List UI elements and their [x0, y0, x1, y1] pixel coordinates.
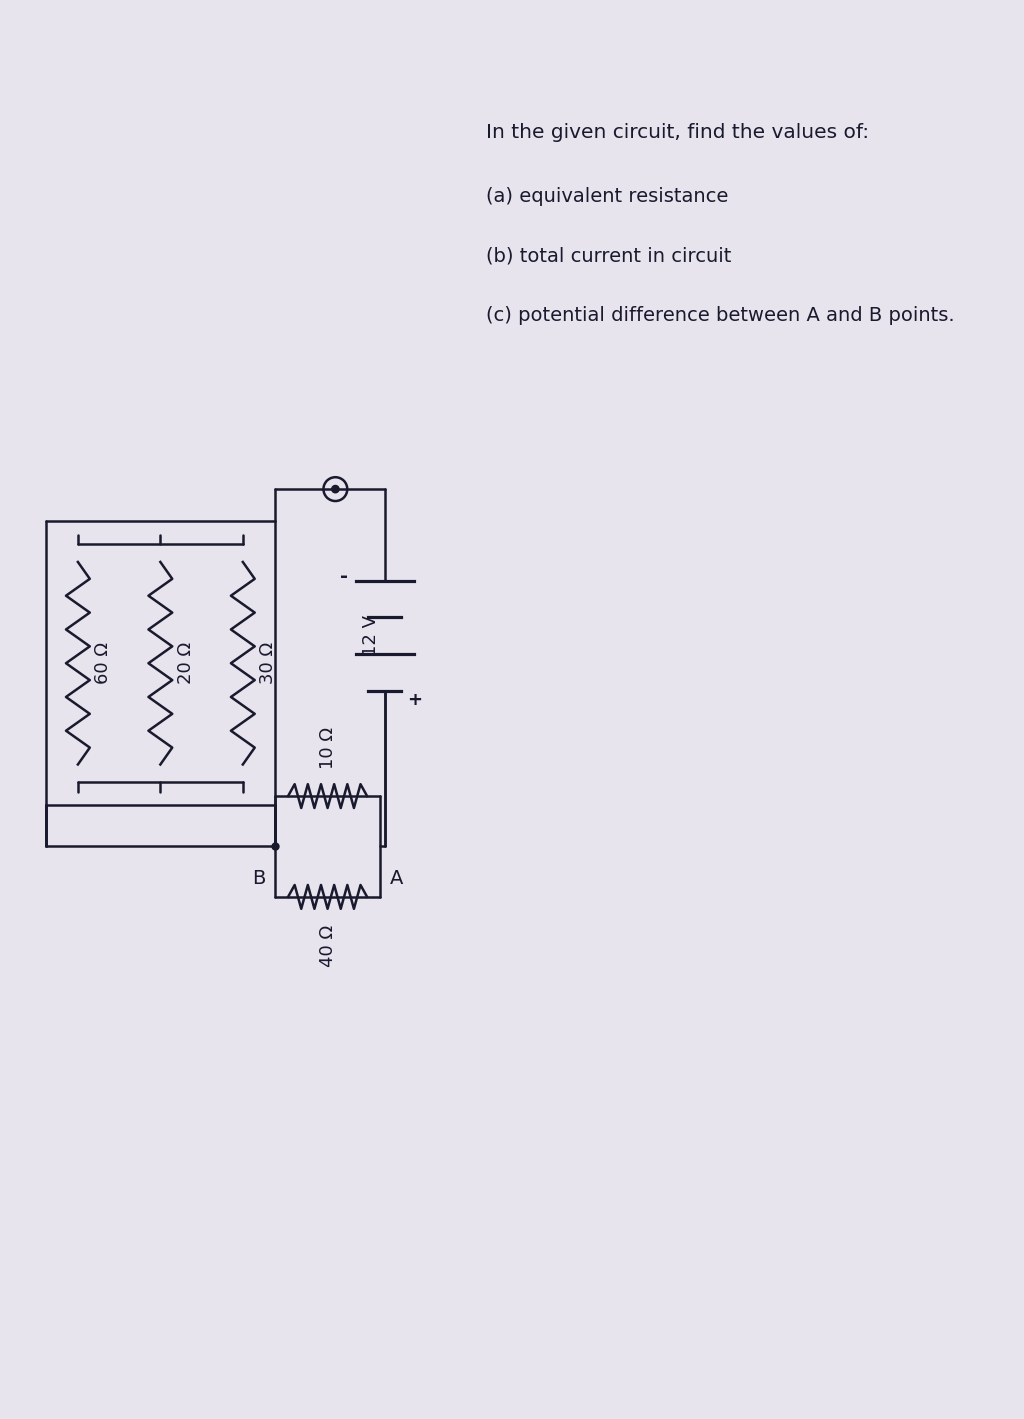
- Text: 30 Ω: 30 Ω: [259, 643, 278, 684]
- Text: 10 Ω: 10 Ω: [318, 727, 337, 769]
- Text: 20 Ω: 20 Ω: [177, 643, 195, 684]
- Text: -: -: [340, 566, 347, 586]
- Circle shape: [332, 485, 339, 492]
- Text: 40 Ω: 40 Ω: [318, 924, 337, 966]
- Text: 60 Ω: 60 Ω: [94, 643, 113, 684]
- Text: In the given circuit, find the values of:: In the given circuit, find the values of…: [485, 122, 868, 142]
- Text: +: +: [407, 691, 422, 710]
- Text: 12 V: 12 V: [362, 616, 380, 656]
- Text: A: A: [389, 870, 402, 888]
- Text: (c) potential difference between A and B points.: (c) potential difference between A and B…: [485, 307, 954, 325]
- Text: B: B: [252, 870, 265, 888]
- Text: (b) total current in circuit: (b) total current in circuit: [485, 247, 731, 265]
- Text: (a) equivalent resistance: (a) equivalent resistance: [485, 187, 728, 206]
